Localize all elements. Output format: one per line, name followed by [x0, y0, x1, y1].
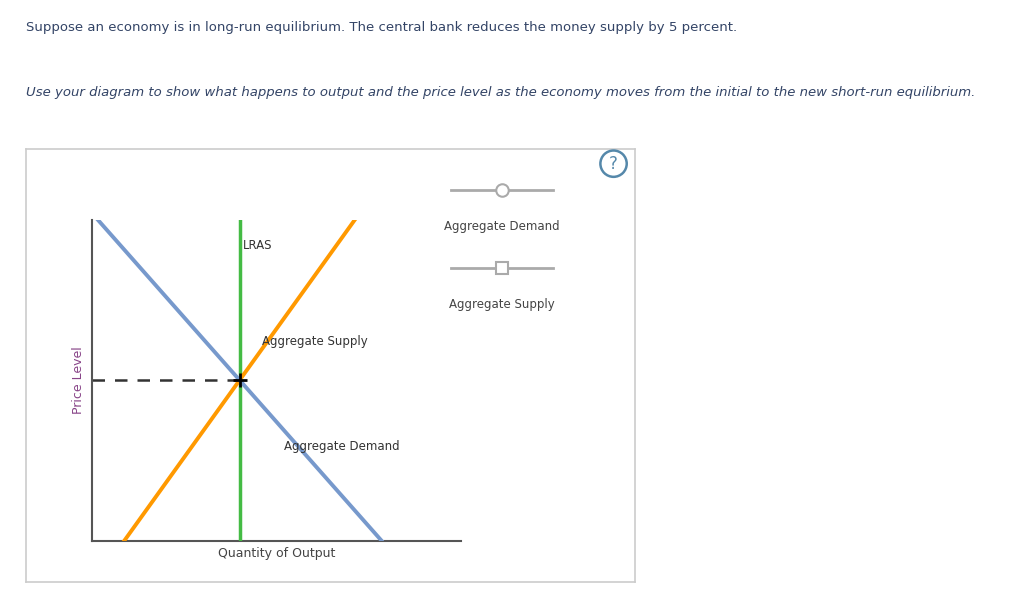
Text: Aggregate Supply: Aggregate Supply [449, 298, 555, 311]
Text: Aggregate Supply: Aggregate Supply [262, 335, 368, 348]
Text: Suppose an economy is in long-run equilibrium. The central bank reduces the mone: Suppose an economy is in long-run equili… [26, 21, 736, 34]
Text: Aggregate Demand: Aggregate Demand [444, 220, 559, 233]
X-axis label: Quantity of Output: Quantity of Output [218, 548, 335, 561]
Text: Use your diagram to show what happens to output and the price level as the econo: Use your diagram to show what happens to… [26, 86, 975, 99]
Text: ?: ? [609, 154, 618, 173]
Y-axis label: Price Level: Price Level [73, 346, 85, 414]
Text: LRAS: LRAS [244, 239, 272, 252]
Text: Aggregate Demand: Aggregate Demand [284, 440, 399, 453]
